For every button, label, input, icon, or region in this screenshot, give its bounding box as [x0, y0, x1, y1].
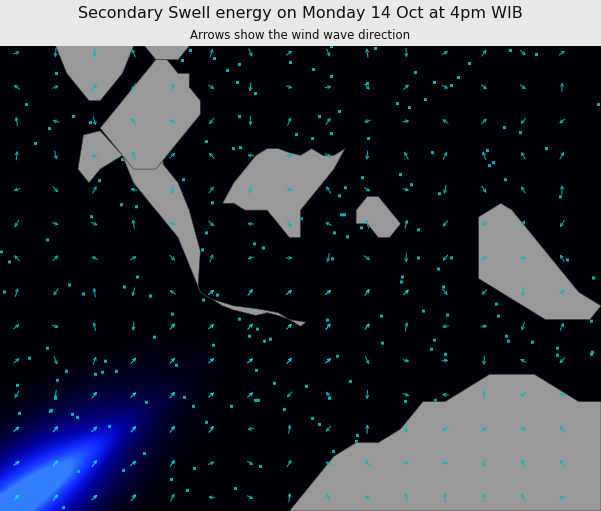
Polygon shape [200, 292, 306, 327]
Polygon shape [334, 0, 379, 32]
Text: Secondary Swell energy on Monday 14 Oct at 4pm WIB: Secondary Swell energy on Monday 14 Oct … [78, 6, 523, 21]
Polygon shape [44, 0, 145, 101]
Polygon shape [133, 0, 222, 60]
Polygon shape [222, 149, 345, 238]
Polygon shape [78, 131, 200, 292]
Polygon shape [289, 374, 601, 511]
Polygon shape [123, 121, 184, 210]
Polygon shape [356, 196, 401, 238]
Polygon shape [100, 60, 200, 169]
Text: Arrows show the wind wave direction: Arrows show the wind wave direction [191, 29, 410, 42]
Polygon shape [478, 203, 601, 319]
